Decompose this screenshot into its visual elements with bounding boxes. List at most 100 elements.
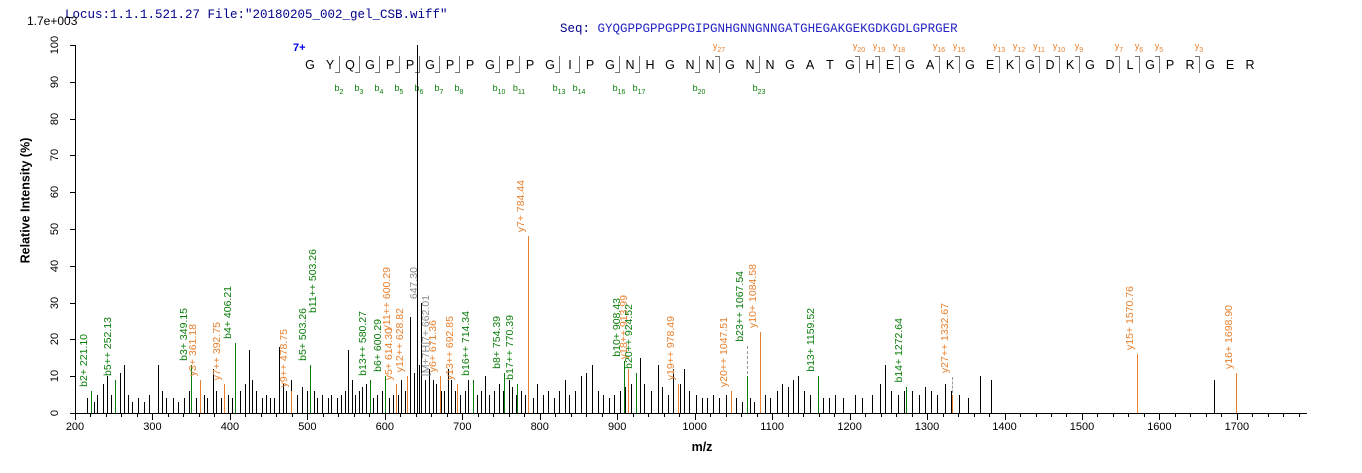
seq-residue: N bbox=[705, 58, 715, 72]
seq-residue: P bbox=[445, 58, 455, 72]
x-axis-line bbox=[75, 413, 1307, 414]
peak bbox=[862, 398, 863, 413]
peak bbox=[401, 380, 402, 413]
x-tick bbox=[214, 414, 215, 417]
peak bbox=[719, 398, 720, 413]
fragment-divider bbox=[999, 56, 1000, 73]
peak-label: y13++ 692.85 bbox=[444, 315, 456, 380]
x-tick bbox=[788, 414, 789, 417]
y-ion-site-label: y7 bbox=[1114, 41, 1124, 54]
peak bbox=[398, 395, 399, 413]
y-ion-site-label: y5 bbox=[1154, 41, 1164, 54]
x-tick bbox=[617, 414, 618, 420]
x-tick bbox=[106, 414, 107, 417]
peak bbox=[204, 395, 205, 413]
seq-residue: A bbox=[925, 58, 935, 72]
fragment-divider bbox=[1079, 56, 1080, 73]
peak bbox=[512, 387, 513, 413]
b-ion-peak bbox=[517, 384, 518, 413]
x-tick-label: 500 bbox=[298, 421, 317, 433]
x-tick bbox=[1159, 414, 1160, 420]
x-tick bbox=[896, 414, 897, 417]
peak bbox=[680, 384, 681, 413]
peak bbox=[94, 402, 95, 413]
y-ion-site-label: y12 bbox=[1012, 41, 1026, 54]
seq-residue: N bbox=[625, 58, 635, 72]
fragment-divider-arm bbox=[375, 72, 379, 73]
seq-residue: P bbox=[385, 58, 395, 72]
x-tick bbox=[540, 414, 541, 420]
peak bbox=[460, 395, 461, 413]
x-tick-label: 1000 bbox=[682, 421, 707, 433]
peak bbox=[569, 395, 570, 413]
peak bbox=[468, 380, 469, 413]
y-ion-site-label: y16 bbox=[932, 41, 946, 54]
peak bbox=[322, 395, 323, 413]
x-tick-label: 800 bbox=[530, 421, 549, 433]
x-tick bbox=[1221, 414, 1222, 417]
y-ion-site-label: y3 bbox=[1194, 41, 1204, 54]
peak bbox=[138, 398, 139, 413]
peak bbox=[389, 398, 390, 413]
y-tick bbox=[70, 81, 75, 83]
y-tick-label: 0 bbox=[49, 409, 61, 417]
x-tick bbox=[757, 414, 758, 417]
peak bbox=[274, 398, 275, 413]
b-ion-peak bbox=[385, 376, 386, 413]
y-ion-peak bbox=[224, 384, 225, 413]
peak bbox=[516, 395, 517, 413]
peak-label: b13+ 1159.52 bbox=[805, 308, 817, 372]
seq-residue: P bbox=[465, 58, 475, 72]
peak bbox=[107, 376, 108, 413]
b-ion-site-label: b14 bbox=[572, 83, 586, 96]
peak bbox=[782, 384, 783, 413]
x-tick bbox=[431, 414, 432, 417]
x-tick bbox=[912, 414, 913, 417]
fragment-divider bbox=[1199, 56, 1200, 73]
seq-residue: P bbox=[585, 58, 595, 72]
y-ion-site-label: y27 bbox=[712, 41, 726, 54]
peak bbox=[184, 398, 185, 413]
peak bbox=[266, 395, 267, 413]
peak-label: b11++ 503.26 bbox=[307, 248, 319, 313]
x-tick bbox=[989, 414, 990, 417]
peak bbox=[713, 395, 714, 413]
peak bbox=[352, 380, 353, 413]
peak bbox=[880, 384, 881, 413]
fragment-divider-arm bbox=[1075, 56, 1079, 57]
peak bbox=[750, 398, 751, 413]
y-ion-site-label: y9 bbox=[1074, 41, 1084, 54]
fragment-divider bbox=[1059, 56, 1060, 73]
fragment-divider-arm bbox=[1015, 56, 1019, 57]
peak bbox=[189, 391, 190, 413]
x-tick bbox=[137, 414, 138, 417]
fragment-divider bbox=[379, 56, 380, 73]
peak bbox=[788, 387, 789, 413]
peak-label: b8+ 754.39 bbox=[491, 316, 503, 369]
peak bbox=[644, 384, 645, 413]
x-tick bbox=[555, 414, 556, 417]
peak bbox=[120, 373, 121, 413]
x-tick-label: 1200 bbox=[837, 421, 862, 433]
max-intensity-label: 1.7e+003 bbox=[27, 14, 78, 28]
fragment-divider-arm bbox=[1155, 56, 1159, 57]
x-tick bbox=[1252, 414, 1253, 417]
peak-label: y10+ 1084.58 bbox=[747, 264, 759, 328]
fragment-divider bbox=[559, 56, 560, 73]
peak bbox=[97, 395, 98, 413]
peak bbox=[111, 395, 112, 413]
fragment-divider bbox=[399, 56, 400, 73]
peak-label: y11++ 600.29 bbox=[381, 266, 393, 330]
peak bbox=[509, 380, 510, 413]
fragment-divider bbox=[639, 56, 640, 73]
peak bbox=[283, 384, 284, 413]
peak bbox=[931, 391, 932, 413]
peak bbox=[489, 395, 490, 413]
b-ion-peak bbox=[310, 365, 311, 413]
y-tick bbox=[70, 339, 75, 341]
fragment-divider bbox=[699, 56, 700, 73]
x-tick bbox=[75, 414, 76, 420]
peak bbox=[919, 395, 920, 413]
b-ion-site-label: b23 bbox=[752, 83, 766, 96]
peak bbox=[103, 384, 104, 413]
